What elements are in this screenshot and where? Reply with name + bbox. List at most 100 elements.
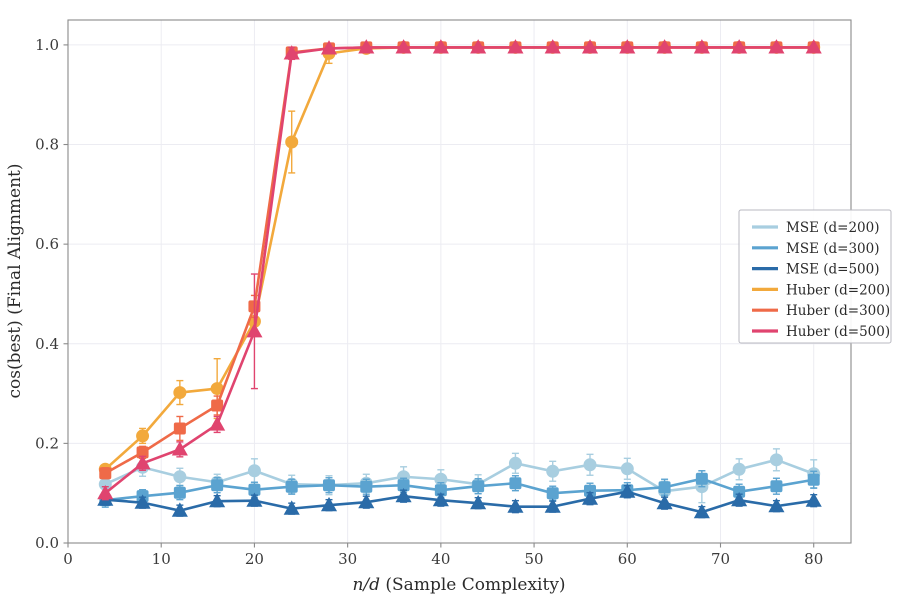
data-point-marker [247, 464, 261, 478]
legend-label: MSE (d=500) [786, 262, 879, 278]
data-point-marker [211, 479, 224, 492]
data-point-marker [769, 453, 783, 467]
x-tick-label: 10 [152, 550, 171, 568]
data-point-marker [581, 39, 599, 54]
x-axis-label: n/d (Sample Complexity) [352, 575, 565, 595]
data-point-marker [173, 386, 187, 400]
data-point-marker [472, 480, 485, 493]
y-tick-label: 0.4 [35, 335, 59, 353]
data-point-marker [770, 480, 783, 493]
series-line [103, 490, 816, 514]
data-point-marker [732, 462, 746, 476]
data-point-marker [395, 487, 412, 503]
data-point-marker [211, 399, 224, 412]
legend-items-group: MSE (d=200) MSE (d=300) MSE (d=500) Huber (… [752, 220, 890, 340]
series-huber-d-500 [97, 39, 822, 501]
data-point-marker [768, 497, 785, 513]
y-tick-label: 1.0 [35, 36, 59, 54]
data-point-marker [658, 481, 671, 494]
data-point-marker [395, 39, 412, 54]
data-point-marker [693, 503, 710, 519]
legend-label: Huber (d=200) [786, 282, 890, 298]
data-point-marker [619, 39, 636, 54]
data-point-marker [99, 467, 112, 480]
data-point-marker [134, 494, 151, 509]
data-point-marker [432, 491, 449, 507]
data-point-marker [731, 39, 748, 54]
data-point-marker [246, 323, 263, 338]
data-point-marker [134, 455, 151, 470]
data-point-marker [693, 39, 710, 54]
data-point-marker [581, 490, 599, 505]
y-tick-label: 0.0 [35, 534, 59, 552]
data-point-marker [97, 484, 114, 500]
data-point-marker [508, 456, 522, 470]
legend-label: Huber (d=500) [786, 324, 890, 340]
data-point-marker [470, 494, 487, 510]
series-line [103, 477, 816, 502]
tick-marks-group [63, 44, 815, 548]
data-point-marker [209, 492, 226, 508]
data-point-marker [731, 491, 748, 507]
data-point-marker [209, 416, 226, 431]
gridlines-group [68, 20, 851, 544]
data-point-marker [583, 458, 597, 472]
data-point-marker [171, 502, 188, 517]
tick-labels-group: 0 10 20 30 40 50 60 70 80 0.0 0.2 0.4 0.6 0.8 1.0 [35, 36, 823, 568]
data-point-marker [323, 479, 335, 492]
legend-label: Huber (d=300) [786, 303, 890, 319]
data-point-marker [246, 492, 263, 507]
legend-label: MSE (d=300) [786, 241, 879, 257]
y-tick-label: 0.2 [35, 434, 59, 452]
data-point-marker [619, 483, 636, 498]
data-point-marker [136, 429, 150, 443]
data-point-marker [695, 472, 708, 485]
chart-legend[interactable]: MSE (d=200) MSE (d=300) MSE (d=500) Huber (… [738, 209, 892, 344]
data-point-marker [173, 470, 187, 484]
data-point-marker [470, 39, 487, 54]
data-point-marker [656, 494, 673, 510]
data-point-marker [805, 39, 822, 54]
data-point-marker [544, 498, 561, 513]
data-point-marker [320, 40, 338, 55]
data-point-marker [171, 441, 188, 456]
y-tick-label: 0.8 [35, 136, 59, 154]
data-point-marker [509, 477, 522, 490]
series-mse-d-500 [97, 483, 822, 519]
data-point-marker [283, 45, 300, 60]
y-tick-label: 0.6 [35, 235, 59, 253]
data-point-marker [173, 486, 186, 499]
data-point-marker [173, 422, 186, 435]
data-point-marker [320, 496, 338, 512]
data-point-marker [507, 39, 524, 54]
data-point-marker [283, 500, 300, 515]
x-tick-label: 20 [245, 550, 264, 568]
data-point-marker [807, 473, 820, 486]
data-point-marker [360, 480, 373, 493]
data-point-marker [544, 39, 561, 54]
x-tick-label: 80 [804, 550, 823, 568]
data-point-marker [358, 39, 375, 54]
data-point-marker [768, 39, 785, 54]
x-tick-label: 60 [618, 550, 637, 568]
data-series-group [97, 39, 822, 519]
x-tick-label: 0 [63, 550, 73, 568]
data-point-marker [546, 464, 560, 478]
data-point-marker [546, 487, 559, 500]
x-tick-label: 30 [338, 550, 357, 568]
data-point-marker [285, 480, 298, 493]
data-point-marker [620, 462, 634, 476]
x-tick-label: 40 [431, 550, 450, 568]
data-point-marker [656, 39, 673, 54]
y-axis-label: cos(best) (Final Alignment) [5, 163, 25, 398]
data-point-marker [285, 135, 299, 149]
series-line [103, 46, 816, 495]
data-point-marker [358, 493, 375, 509]
data-point-marker [805, 492, 822, 507]
x-tick-label: 50 [525, 550, 544, 568]
data-point-marker [432, 39, 449, 54]
legend-label: MSE (d=200) [786, 220, 879, 236]
x-tick-label: 70 [711, 550, 730, 568]
